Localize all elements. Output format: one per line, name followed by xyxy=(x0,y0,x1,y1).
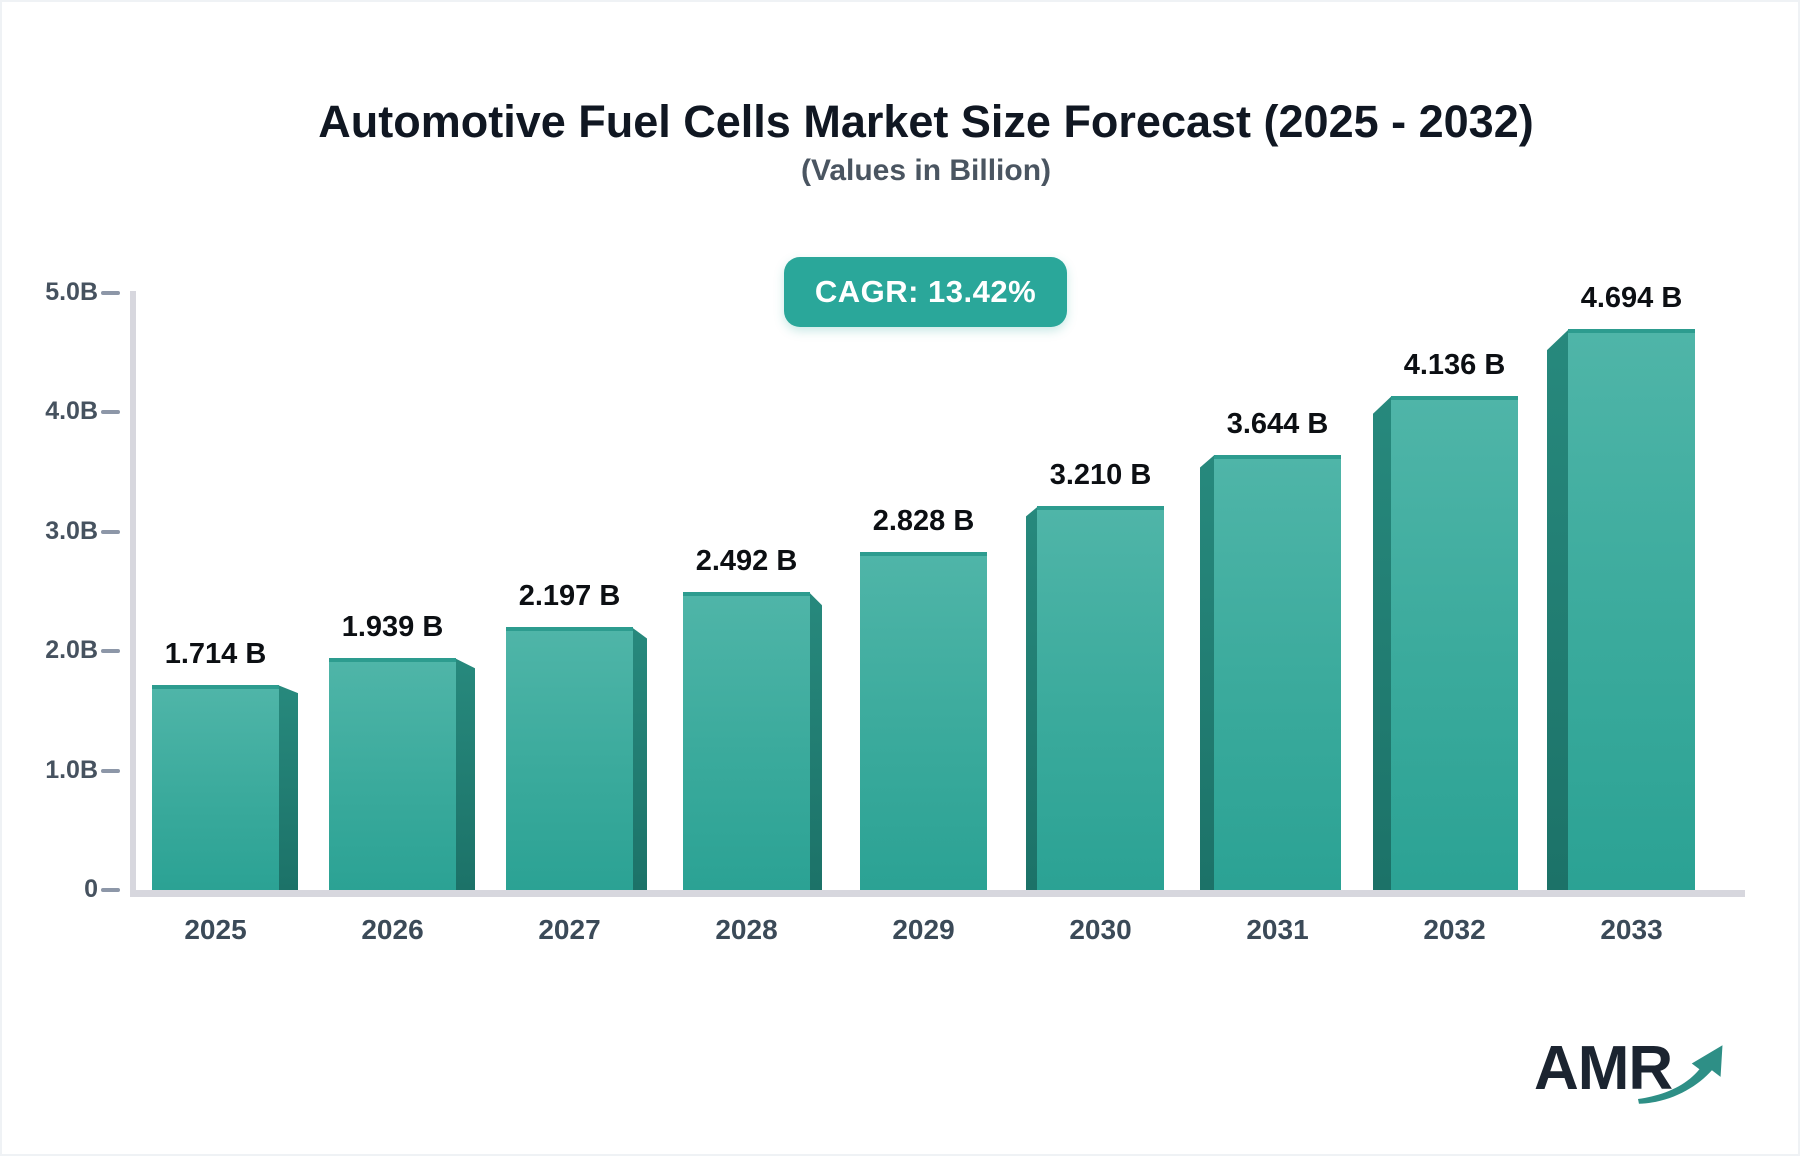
bar-side-2030 xyxy=(1026,506,1038,890)
cagr-badge: CAGR: 13.42% xyxy=(784,257,1067,327)
bar-side-2033 xyxy=(1547,329,1569,890)
bar-2033 xyxy=(1568,329,1695,890)
growth-arrow-icon xyxy=(1638,1045,1723,1104)
bar-value-label: 2.828 B xyxy=(872,505,975,538)
x-axis-label: 2029 xyxy=(892,914,955,945)
bar-value-label: 2.492 B xyxy=(695,545,798,578)
y-axis-tick-label: 2.0B xyxy=(45,636,98,664)
bar-side-2028 xyxy=(809,592,822,890)
y-axis-tick xyxy=(101,290,120,295)
bar-value-label: 4.136 B xyxy=(1403,348,1506,381)
bar-side-2026 xyxy=(455,658,475,890)
y-axis-tick-label: 0 xyxy=(84,875,98,903)
chart-title: Automotive Fuel Cells Market Size Foreca… xyxy=(318,96,1534,147)
bar-value-label: 1.714 B xyxy=(164,638,267,671)
y-axis-tick xyxy=(101,768,120,773)
bar-side-2027 xyxy=(632,627,647,890)
x-axis-label: 2030 xyxy=(1069,914,1132,945)
bar-2030 xyxy=(1037,506,1164,890)
bar-2031 xyxy=(1214,454,1341,890)
bar-side-2031 xyxy=(1200,454,1215,890)
y-axis-tick xyxy=(101,888,120,892)
bar-2029 xyxy=(860,552,987,890)
x-axis-label: 2027 xyxy=(538,914,601,945)
bar-value-label: 4.694 B xyxy=(1580,282,1683,315)
cagr-badge-label: CAGR: 13.42% xyxy=(814,274,1037,309)
y-axis-tick-label: 1.0B xyxy=(45,755,98,784)
y-axis-line xyxy=(130,291,136,897)
bar-2025 xyxy=(152,685,279,890)
chart-subtitle: (Values in Billion) xyxy=(800,154,1052,187)
bar-2032 xyxy=(1391,395,1518,890)
x-axis-label: 2033 xyxy=(1600,914,1663,945)
amr-logo-text: AMR xyxy=(1534,1034,1673,1103)
bar-2026 xyxy=(329,658,456,890)
x-axis-label: 2025 xyxy=(184,914,247,945)
bar-value-label: 3.644 B xyxy=(1226,407,1329,440)
bar-2028 xyxy=(683,592,810,890)
x-axis-label: 2031 xyxy=(1246,914,1309,945)
amr-logo: AMR xyxy=(1534,1034,1734,1104)
y-axis-tick xyxy=(101,649,120,653)
x-axis-label: 2032 xyxy=(1423,914,1486,945)
y-axis-tick-label: 4.0B xyxy=(45,397,98,425)
y-axis-tick-label: 5.0B xyxy=(45,277,98,306)
bar-value-label: 2.197 B xyxy=(518,580,621,613)
x-axis-label: 2026 xyxy=(361,914,424,945)
y-axis-tick-label: 3.0B xyxy=(45,516,98,545)
bar-value-label: 1.939 B xyxy=(341,611,444,644)
x-axis-label: 2028 xyxy=(715,914,778,945)
y-axis-tick xyxy=(101,529,120,534)
bar-value-label: 3.210 B xyxy=(1049,459,1152,492)
bar-2027 xyxy=(506,627,633,890)
x-axis-line xyxy=(130,890,1745,897)
y-axis-tick xyxy=(101,410,120,414)
bar-side-2032 xyxy=(1373,395,1392,890)
bar-side-2025 xyxy=(278,685,298,890)
